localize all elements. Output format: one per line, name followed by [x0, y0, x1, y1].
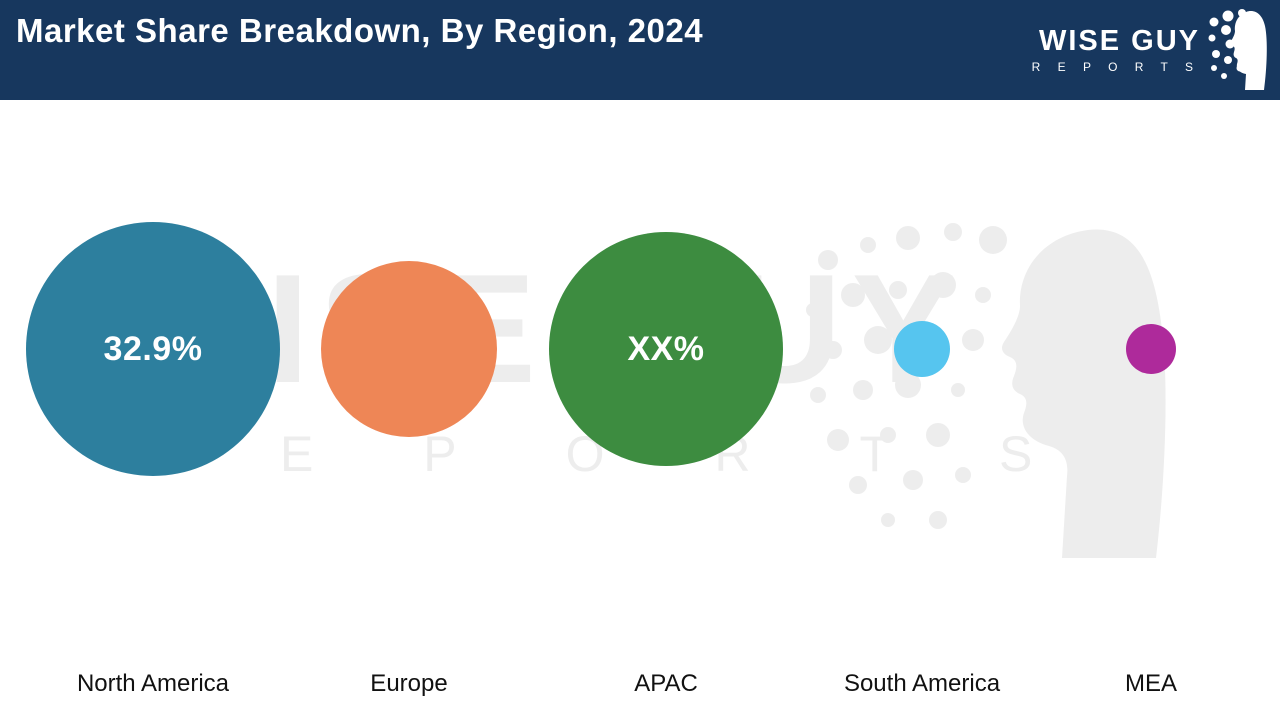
bubble-value-apac: XX% [627, 329, 705, 368]
bubble-value-north-america: 32.9% [103, 329, 203, 368]
logo-word: WISE GUY [1038, 25, 1200, 58]
category-label-north-america: North America [76, 670, 230, 697]
logo-subtitle: R E P O R T S [1031, 59, 1200, 74]
page-title: Market Share Breakdown, By Region, 2024 [16, 12, 704, 49]
category-label-europe: Europe [370, 670, 448, 697]
logo-wordmark: WISE GUY R E P O R T S [1031, 25, 1200, 74]
logo-head-icon [1208, 9, 1267, 90]
bubble-europe [321, 261, 497, 437]
category-label-mea: MEA [1124, 670, 1178, 697]
bubble-south-america [894, 321, 950, 377]
wiseguy-logo: WISE GUY R E P O R T S [1032, 6, 1268, 94]
bubble-mea [1126, 324, 1176, 374]
category-label-apac: APAC [634, 670, 698, 697]
bubble-apac: XX% [549, 232, 783, 466]
watermark-head-icon [806, 223, 1166, 558]
category-label-south-america: South America [843, 670, 1001, 697]
header-bar: Market Share Breakdown, By Region, 2024 … [0, 0, 1280, 100]
bubble-north-america: 32.9% [26, 222, 280, 476]
